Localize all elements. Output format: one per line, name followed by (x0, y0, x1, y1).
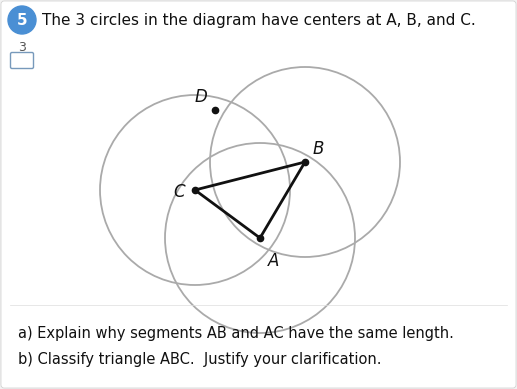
Circle shape (8, 6, 36, 34)
Text: b) Classify triangle ABC.  Justify your clarification.: b) Classify triangle ABC. Justify your c… (18, 352, 382, 367)
Text: a) Explain why segments AB and AC have the same length.: a) Explain why segments AB and AC have t… (18, 326, 454, 341)
Text: D: D (194, 88, 207, 106)
Text: 5: 5 (17, 12, 27, 28)
Text: A: A (268, 252, 279, 270)
Text: The 3 circles in the diagram have centers at A, B, and C.: The 3 circles in the diagram have center… (42, 12, 476, 28)
Text: B: B (313, 140, 324, 158)
Text: C: C (173, 183, 185, 201)
Text: 3: 3 (18, 40, 26, 54)
FancyBboxPatch shape (10, 53, 34, 68)
